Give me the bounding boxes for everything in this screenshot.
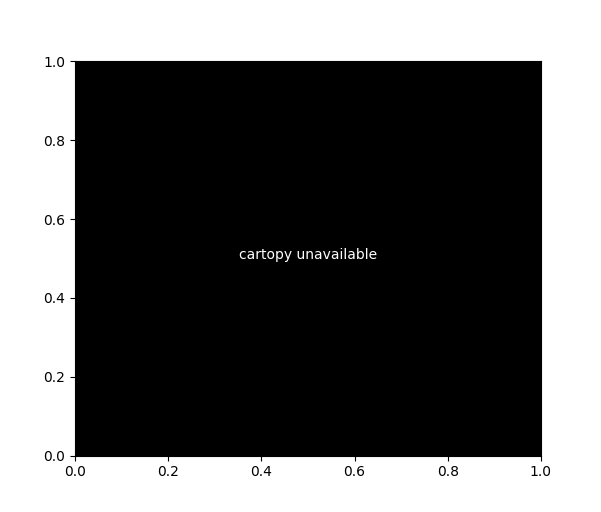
- Text: cartopy unavailable: cartopy unavailable: [239, 248, 377, 262]
